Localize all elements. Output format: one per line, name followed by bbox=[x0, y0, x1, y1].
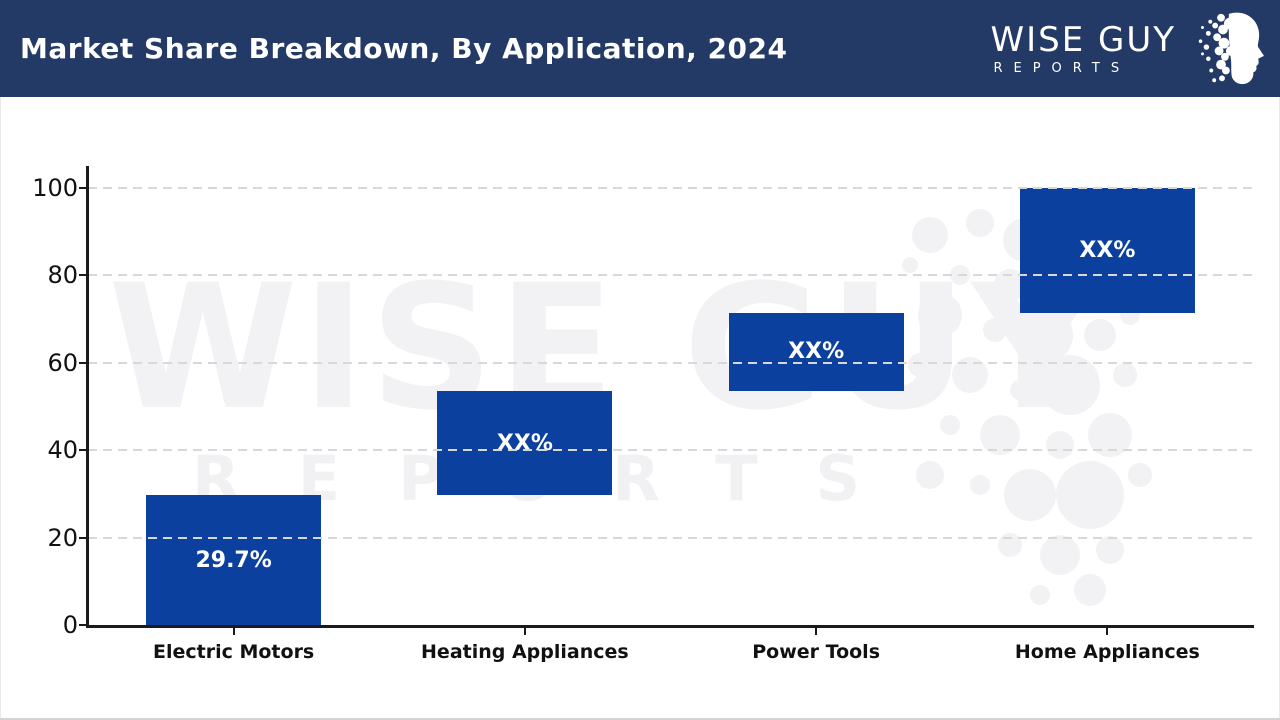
y-tick-mark-20 bbox=[79, 536, 88, 539]
x-tick-mark-1 bbox=[232, 628, 235, 635]
brand-subtitle: REPORTS bbox=[993, 61, 1131, 76]
wiseguy-head-icon bbox=[1198, 12, 1264, 85]
bar-electric-motors: 29.7% bbox=[146, 495, 322, 625]
y-tick-label-20: 20 bbox=[47, 523, 78, 552]
category-label-electric-motors: Electric Motors bbox=[152, 641, 315, 663]
y-tick-label-60: 60 bbox=[47, 348, 78, 377]
y-tick-mark-100 bbox=[79, 186, 88, 189]
y-tick-mark-80 bbox=[79, 274, 88, 277]
bar-power-tools: XX% bbox=[728, 312, 904, 392]
y-axis-line bbox=[86, 166, 89, 628]
page-title: Market Share Breakdown, By Application, … bbox=[20, 32, 788, 65]
gridline-40 bbox=[88, 449, 1253, 452]
y-tick-mark-60 bbox=[79, 361, 88, 364]
category-label-power-tools: Power Tools bbox=[752, 641, 881, 663]
x-axis-line bbox=[86, 625, 1254, 628]
y-tick-label-0: 0 bbox=[62, 611, 78, 639]
wiseguy-logo: WISE GUY REPORTS bbox=[990, 6, 1266, 92]
x-tick-mark-4 bbox=[1106, 628, 1109, 635]
bottom-border bbox=[0, 718, 1280, 720]
y-tick-label-40: 40 bbox=[47, 436, 78, 465]
bar-home-appliances: XX% bbox=[1019, 187, 1195, 313]
category-label-home-appliances: Home Appliances bbox=[1014, 641, 1200, 663]
gridline-60 bbox=[88, 361, 1253, 364]
x-tick-mark-3 bbox=[815, 628, 818, 635]
x-tick-mark-2 bbox=[523, 628, 526, 635]
gridline-100 bbox=[88, 186, 1253, 189]
y-tick-label-100: 100 bbox=[32, 173, 78, 202]
y-tick-mark-0 bbox=[79, 624, 88, 626]
bar-value-label: XX% bbox=[788, 339, 845, 365]
brand-text: WISE GUY REPORTS bbox=[990, 22, 1176, 76]
brand-name: WISE GUY bbox=[990, 20, 1176, 60]
bar-value-label: XX% bbox=[1079, 237, 1136, 263]
y-tick-mark-40 bbox=[79, 449, 88, 452]
category-label-heating-appliances: Heating Appliances bbox=[421, 641, 629, 663]
gridline-20 bbox=[88, 536, 1253, 539]
bar-value-label: XX% bbox=[496, 430, 553, 456]
header: Market Share Breakdown, By Application, … bbox=[0, 0, 1280, 97]
y-tick-label-80: 80 bbox=[47, 261, 78, 290]
gridline-80 bbox=[88, 274, 1253, 277]
bar-value-label: 29.7% bbox=[195, 547, 272, 573]
bar-heating-appliances: XX% bbox=[437, 391, 613, 496]
